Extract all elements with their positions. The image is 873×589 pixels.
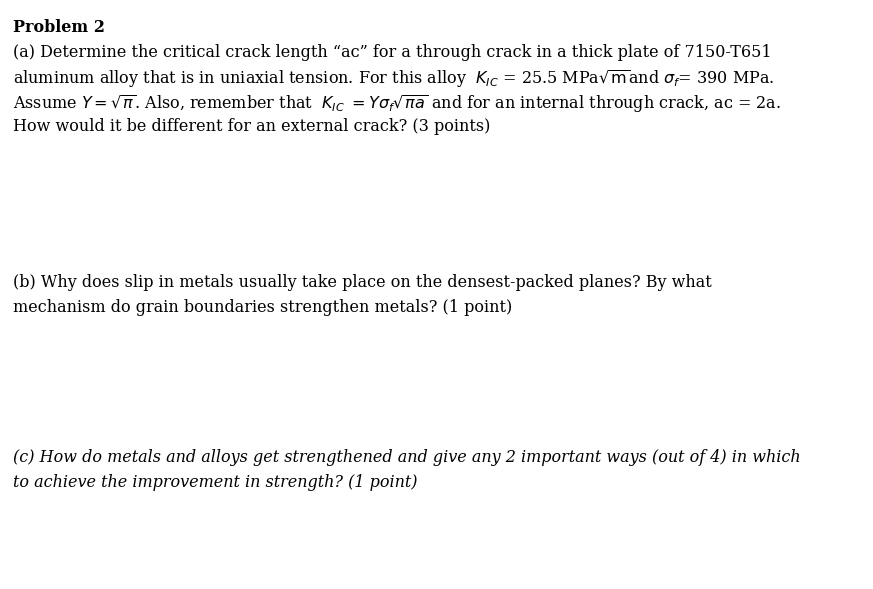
Text: (b) Why does slip in metals usually take place on the densest-packed planes? By : (b) Why does slip in metals usually take… — [13, 274, 711, 291]
Text: to achieve the improvement in strength? (1 point): to achieve the improvement in strength? … — [13, 474, 417, 491]
Text: (c) How do metals and alloys get strengthened and give any 2 important ways (out: (c) How do metals and alloys get strengt… — [13, 449, 801, 466]
Text: Problem 2: Problem 2 — [13, 19, 105, 36]
Text: mechanism do grain boundaries strengthen metals? (1 point): mechanism do grain boundaries strengthen… — [13, 299, 512, 316]
Text: Assume $Y = \sqrt{\pi}$. Also, remember that  $K_{IC}$ $= Y\sigma_f\sqrt{\pi a}$: Assume $Y = \sqrt{\pi}$. Also, remember … — [13, 93, 781, 115]
Text: (a) Determine the critical crack length “aᴄ” for a through crack in a thick plat: (a) Determine the critical crack length … — [13, 44, 772, 61]
Text: How would it be different for an external crack? (3 points): How would it be different for an externa… — [13, 118, 491, 135]
Text: aluminum alloy that is in uniaxial tension. For this alloy  $K_{IC}$ = 25.5 MPa$: aluminum alloy that is in uniaxial tensi… — [13, 68, 774, 90]
